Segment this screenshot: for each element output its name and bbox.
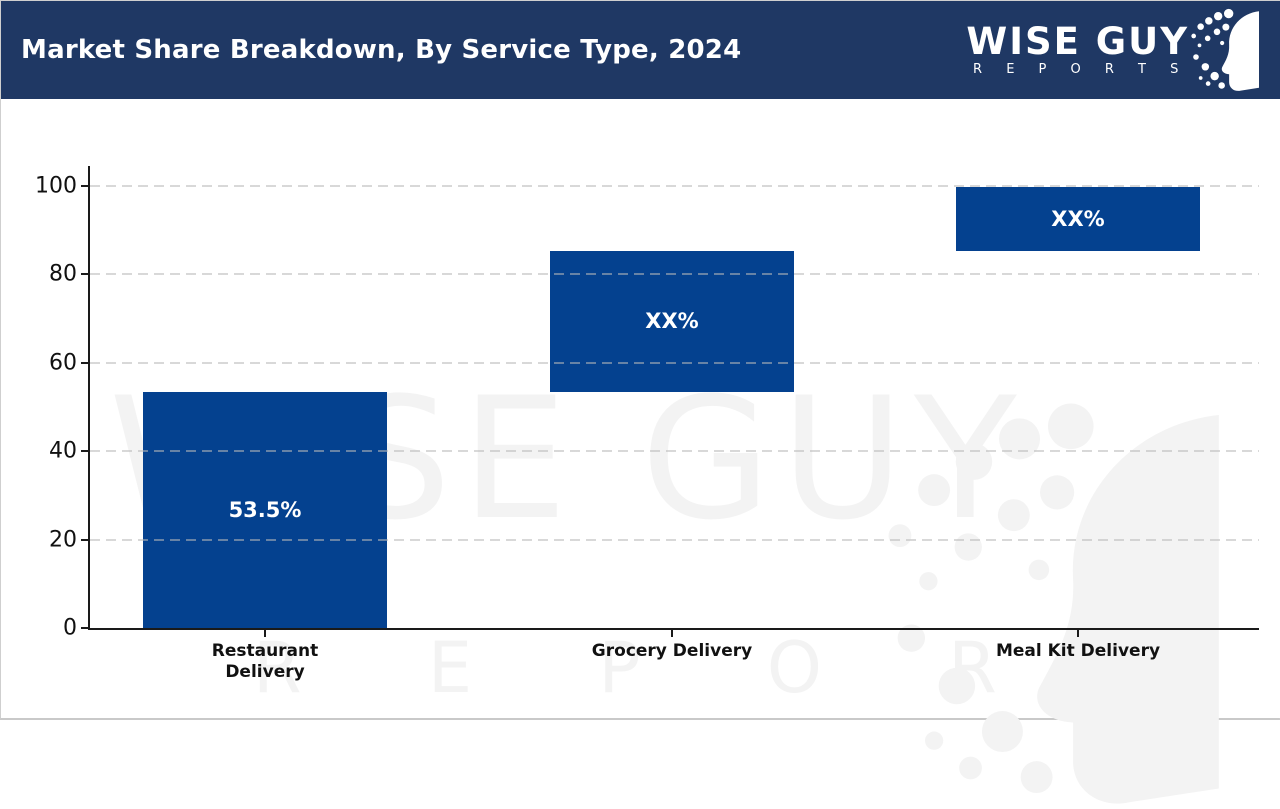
y-axis-spine	[88, 166, 90, 630]
page-title: Market Share Breakdown, By Service Type,…	[21, 35, 742, 65]
gridline-20	[90, 538, 1259, 541]
y-tick-label-0: 0	[63, 615, 77, 641]
bar-value-label-grocery-delivery: XX%	[645, 309, 699, 334]
x-axis-spine	[88, 628, 1259, 630]
y-tick-label-100: 100	[35, 173, 77, 199]
x-tick-label-grocery-delivery: Grocery Delivery	[591, 641, 753, 661]
logo-text: WISE GUY R E P O R T S	[966, 19, 1189, 78]
y-tick-mark-20	[81, 538, 90, 541]
y-tick-mark-100	[81, 185, 90, 187]
y-tick-mark-40	[81, 450, 90, 453]
bar-restaurant-delivery	[143, 391, 387, 628]
chart-area: WISE GUY R E P O R T S 53.5% XX% XX% 0 20 40 6…	[1, 99, 1280, 804]
y-tick-mark-0	[81, 627, 90, 629]
x-tick-mark-meal-kit-delivery	[1077, 628, 1079, 637]
x-tick-label-restaurant-delivery: Restaurant Delivery	[211, 641, 319, 683]
y-tick-mark-80	[81, 273, 90, 276]
bar-meal-kit-delivery	[956, 186, 1200, 251]
header-bar: Market Share Breakdown, By Service Type,…	[1, 1, 1280, 99]
gridline-100	[90, 185, 1259, 187]
gridline-40	[90, 450, 1259, 453]
y-tick-label-40: 40	[49, 438, 77, 464]
logo-subtext: R E P O R T S	[973, 62, 1189, 78]
watermark-head-icon	[888, 403, 1219, 804]
x-tick-mark-restaurant-delivery	[264, 628, 266, 637]
gridline-80	[90, 273, 1259, 276]
bar-value-label-meal-kit-delivery: XX%	[1051, 206, 1105, 231]
gridline-60	[90, 361, 1259, 364]
wiseguy-logo: WISE GUY R E P O R T S	[966, 8, 1263, 92]
logo-wordmark: WISE GUY	[966, 19, 1189, 63]
y-tick-mark-60	[81, 361, 90, 364]
y-tick-label-80: 80	[49, 261, 77, 287]
x-tick-label-meal-kit-delivery: Meal Kit Delivery	[995, 641, 1161, 661]
bar-value-label-restaurant-delivery: 53.5%	[228, 497, 302, 522]
y-tick-label-20: 20	[49, 527, 77, 553]
y-tick-label-60: 60	[49, 350, 77, 376]
plot-area: 53.5% XX% XX% 0 20 40 60 80 100 Restaurant Delive…	[1, 99, 1280, 718]
logo-head-icon	[1191, 8, 1259, 91]
x-tick-mark-grocery-delivery	[671, 628, 673, 637]
